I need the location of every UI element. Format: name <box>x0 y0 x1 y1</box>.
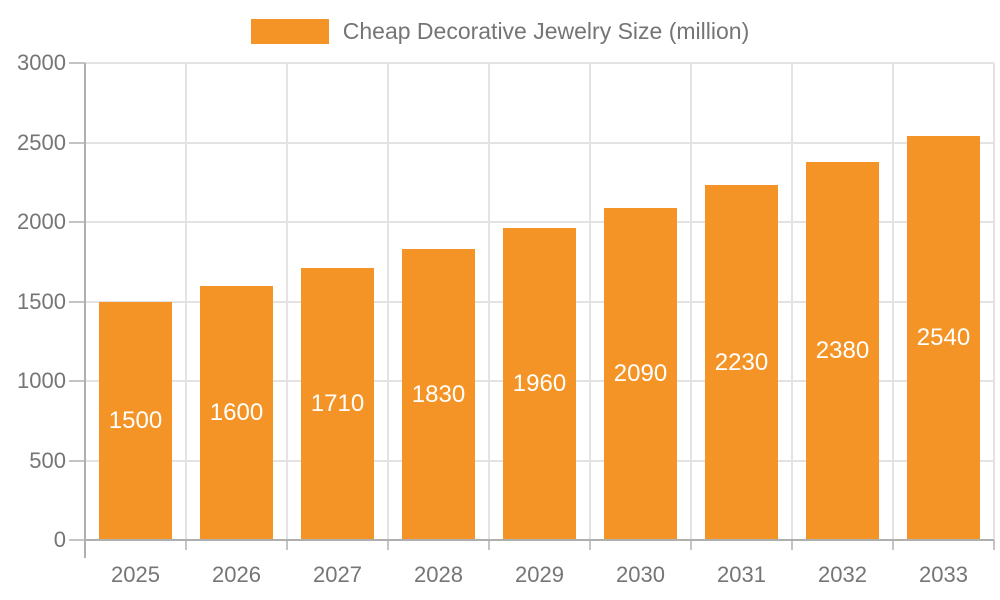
x-axis-tick-label: 2027 <box>313 562 362 587</box>
y-axis-tick <box>69 539 85 541</box>
bar-value-label: 1830 <box>411 380 466 408</box>
y-axis-tick <box>69 380 85 382</box>
bar-2025[interactable]: 1500 <box>99 301 172 540</box>
y-axis-tick-label: 500 <box>29 447 66 473</box>
y-axis-tick <box>69 459 85 462</box>
y-axis-tick-label: 1500 <box>17 288 66 314</box>
x-axis-tick <box>185 540 187 550</box>
y-gridline <box>85 62 994 64</box>
x-axis-tick <box>690 540 692 550</box>
y-axis-tick <box>69 62 85 64</box>
y-axis-tick-label: 3000 <box>17 50 66 75</box>
x-axis-tick-label: 2029 <box>515 562 564 587</box>
bar-2031[interactable]: 2230 <box>705 185 778 540</box>
x-gridline <box>387 63 389 540</box>
y-axis-tick-label: 0 <box>53 527 66 552</box>
bar-value-label: 2090 <box>613 359 668 387</box>
x-gridline <box>791 63 793 540</box>
y-axis-tick-label: 2500 <box>17 129 66 155</box>
x-axis-tick-label: 2031 <box>717 562 766 587</box>
x-gridline <box>690 63 692 540</box>
x-axis-line <box>85 539 994 541</box>
bar-value-label: 1600 <box>209 398 264 426</box>
legend-label: Cheap Decorative Jewelry Size (million) <box>342 17 750 44</box>
bar-2027[interactable]: 1710 <box>301 268 374 540</box>
x-gridline <box>185 63 187 540</box>
bar-value-label: 1500 <box>108 406 163 434</box>
x-gridline <box>286 63 288 540</box>
x-axis-tick <box>993 540 995 550</box>
bar-value-label: 1710 <box>310 390 365 418</box>
x-gridline <box>892 63 894 540</box>
x-gridline <box>488 63 490 540</box>
bar-2032[interactable]: 2380 <box>806 161 879 540</box>
y-axis-tick-label: 1000 <box>17 368 66 393</box>
x-axis-tick <box>892 540 894 550</box>
y-gridline <box>85 221 994 223</box>
y-gridline <box>85 141 994 144</box>
bar-value-label: 1960 <box>512 370 567 398</box>
x-axis-tick <box>791 540 793 550</box>
legend-swatch <box>250 18 329 44</box>
x-axis-tick <box>589 540 591 550</box>
bar-value-label: 2380 <box>815 336 870 364</box>
y-axis-tick <box>69 141 85 144</box>
bar-value-label: 2230 <box>714 348 769 376</box>
x-axis-tick <box>488 540 490 550</box>
bar-2028[interactable]: 1830 <box>402 249 475 540</box>
x-axis-tick-label: 2026 <box>212 562 261 587</box>
x-axis-tick-label: 2025 <box>111 562 160 587</box>
x-gridline <box>589 63 591 540</box>
x-axis-tick-label: 2030 <box>616 562 665 587</box>
x-axis-tick <box>387 540 389 550</box>
y-axis-tick <box>69 300 85 303</box>
y-axis-tick <box>69 221 85 223</box>
x-axis-tick <box>286 540 288 550</box>
x-axis-tick-label: 2028 <box>414 562 463 587</box>
bar-value-label: 2540 <box>916 324 971 352</box>
bar-2029[interactable]: 1960 <box>503 228 576 540</box>
bar-2030[interactable]: 2090 <box>604 207 677 540</box>
bar-2033[interactable]: 2540 <box>907 136 980 540</box>
y-axis-tick-label: 2000 <box>17 209 66 234</box>
bar-2026[interactable]: 1600 <box>200 285 273 540</box>
legend[interactable]: Cheap Decorative Jewelry Size (million) <box>0 15 1000 47</box>
y-axis-line <box>84 63 86 558</box>
x-gridline <box>993 63 995 540</box>
x-axis-tick-label: 2033 <box>919 562 968 587</box>
x-axis-tick-label: 2032 <box>818 562 867 587</box>
